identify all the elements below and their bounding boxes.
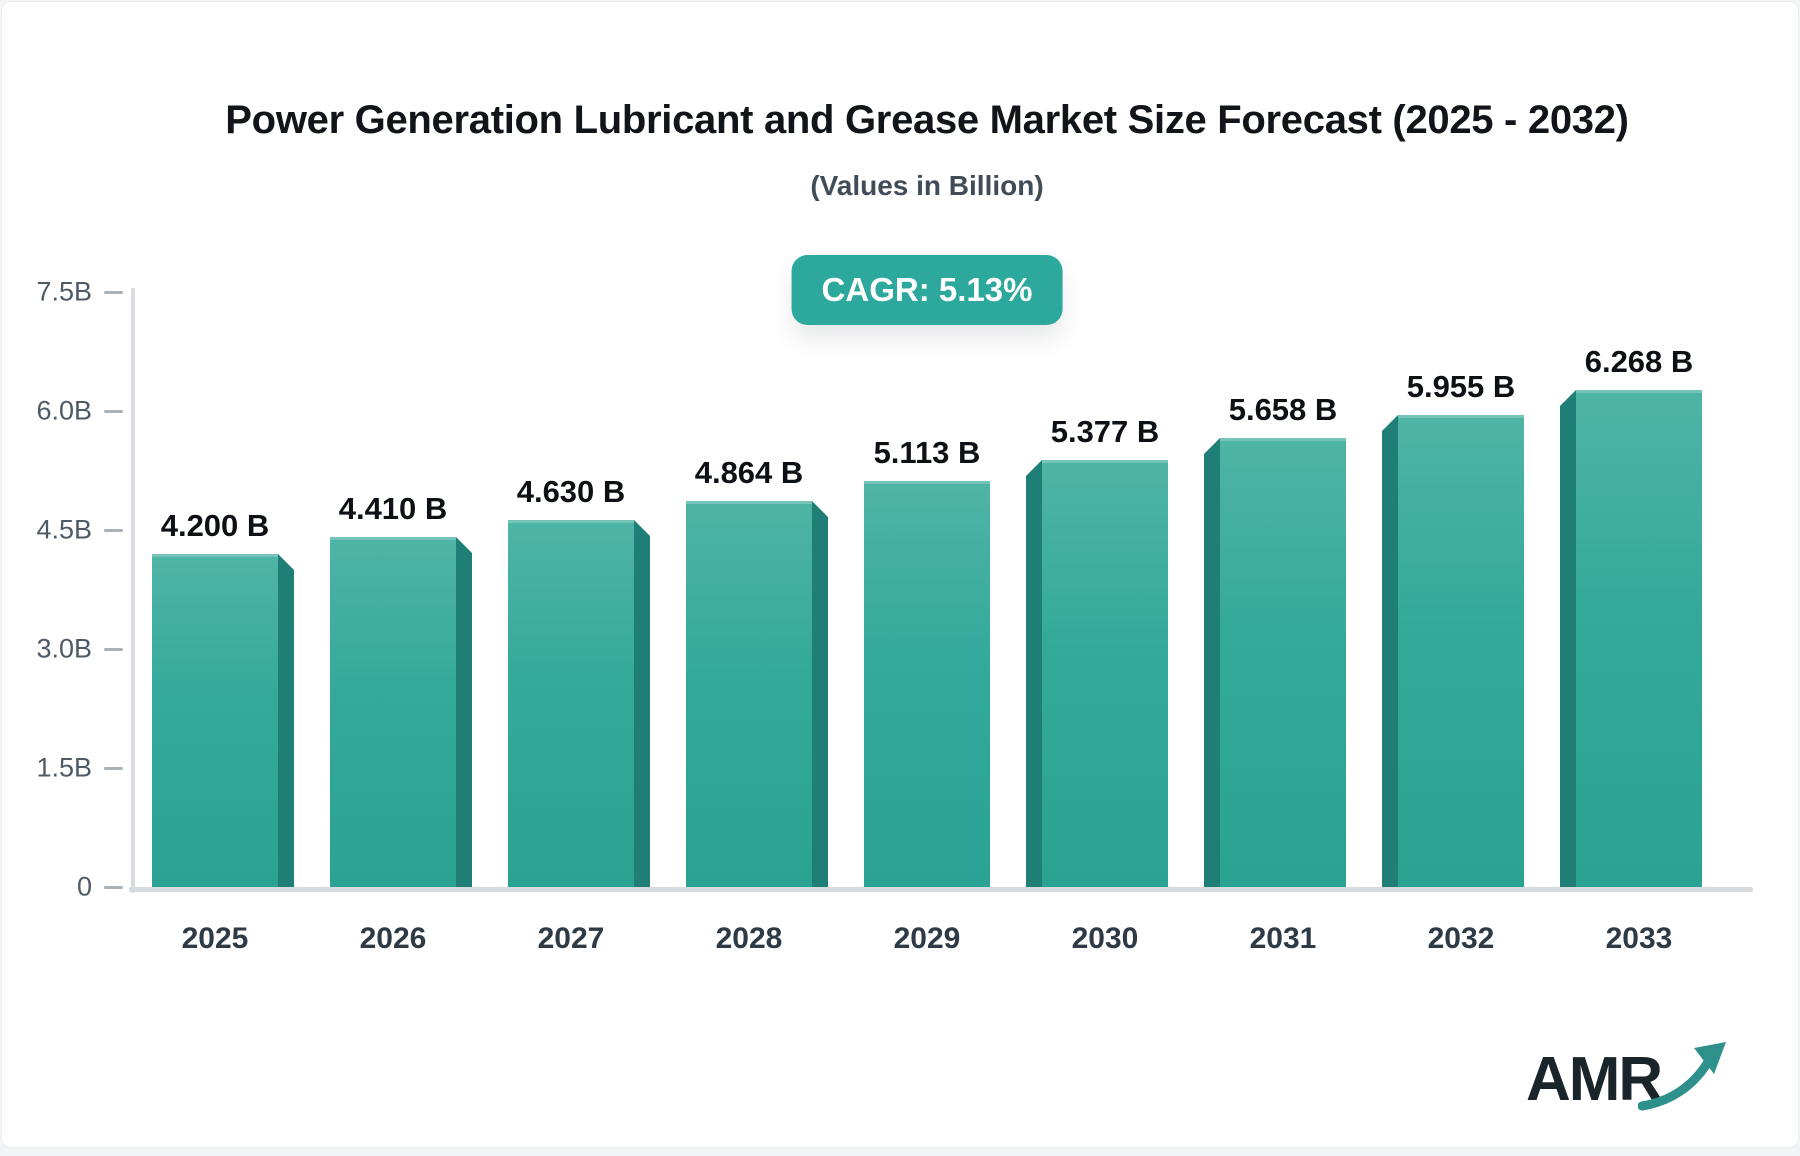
- bar-front-face: [1398, 415, 1524, 887]
- x-axis-line: [129, 887, 1753, 892]
- bar-2029: [864, 481, 990, 887]
- chart-title: Power Generation Lubricant and Grease Ma…: [225, 98, 1629, 142]
- chart-subtitle: (Values in Billion): [810, 170, 1044, 201]
- bar-side-face: [812, 501, 828, 887]
- bar-2026: [330, 537, 472, 887]
- amr-logo: AMR: [1526, 1038, 1736, 1122]
- bar-front-face: [152, 554, 278, 887]
- x-axis-label-2025: 2025: [181, 922, 249, 955]
- y-tick-label: 3.0B: [36, 633, 92, 664]
- bar-front-face: [864, 481, 990, 887]
- y-tick-label: 7.5B: [36, 276, 92, 307]
- bar-side-face: [1026, 460, 1042, 887]
- bar-2032: [1382, 415, 1524, 887]
- bar-2028: [686, 501, 828, 887]
- bar-front-face: [508, 520, 634, 887]
- y-tick-label: 6.0B: [36, 395, 92, 426]
- y-tick-label: 1.5B: [36, 752, 92, 783]
- bar-front-face: [1042, 460, 1168, 887]
- bar-2033: [1560, 390, 1702, 887]
- bar-value-label: 4.200 B: [160, 508, 270, 543]
- growth-arrow-icon: [1638, 1042, 1726, 1111]
- y-tick-mark: [104, 886, 123, 889]
- bar-value-label: 6.268 B: [1584, 344, 1694, 379]
- bar-value-label: 5.377 B: [1050, 414, 1160, 449]
- bar-side-face: [1560, 390, 1576, 887]
- x-axis-label-2028: 2028: [715, 922, 783, 955]
- bar-front-face: [1220, 438, 1346, 887]
- y-tick-mark: [104, 648, 123, 651]
- y-tick-mark: [104, 291, 123, 294]
- cagr-badge: CAGR: 5.13%: [791, 255, 1063, 325]
- bar-side-face: [1204, 438, 1220, 887]
- x-axis-label-2030: 2030: [1071, 922, 1139, 955]
- bar-side-face: [1382, 415, 1398, 887]
- y-tick-label: 0: [76, 871, 92, 902]
- bar-value-label: 5.658 B: [1228, 392, 1338, 427]
- bar-front-face: [330, 537, 456, 887]
- bar-value-label: 5.113 B: [873, 435, 981, 470]
- y-tick-mark: [104, 529, 123, 532]
- bar-value-label: 5.955 B: [1406, 369, 1516, 404]
- bar-value-label: 4.630 B: [516, 474, 626, 509]
- bar-side-face: [278, 554, 294, 887]
- bar-value-label: 4.410 B: [338, 491, 448, 526]
- bar-value-label: 4.864 B: [694, 455, 804, 490]
- x-axis-label-2033: 2033: [1605, 922, 1673, 955]
- bar-2027: [508, 520, 650, 887]
- bar-2025: [152, 554, 294, 887]
- x-axis-label-2031: 2031: [1249, 922, 1317, 955]
- bar-side-face: [634, 520, 650, 887]
- y-tick-mark: [104, 767, 123, 770]
- x-axis-label-2032: 2032: [1427, 922, 1495, 955]
- bar-front-face: [1576, 390, 1702, 887]
- bar-front-face: [686, 501, 812, 887]
- x-axis-label-2026: 2026: [359, 922, 427, 955]
- bar-2031: [1204, 438, 1346, 887]
- x-axis-label-2029: 2029: [893, 922, 961, 955]
- y-tick-mark: [104, 410, 123, 413]
- bar-side-face: [456, 537, 472, 887]
- y-axis-line: [131, 288, 135, 893]
- bar-2030: [1026, 460, 1168, 887]
- x-axis-label-2027: 2027: [537, 922, 605, 955]
- y-tick-label: 4.5B: [36, 514, 92, 545]
